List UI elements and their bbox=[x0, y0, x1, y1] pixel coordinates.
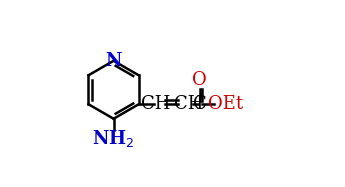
Text: O: O bbox=[193, 71, 207, 89]
Text: OEt: OEt bbox=[208, 95, 243, 113]
Text: CH: CH bbox=[141, 95, 170, 113]
Text: NH$_2$: NH$_2$ bbox=[92, 128, 135, 149]
Text: N: N bbox=[105, 52, 122, 70]
Text: C: C bbox=[193, 95, 207, 113]
Text: CH: CH bbox=[174, 95, 203, 113]
